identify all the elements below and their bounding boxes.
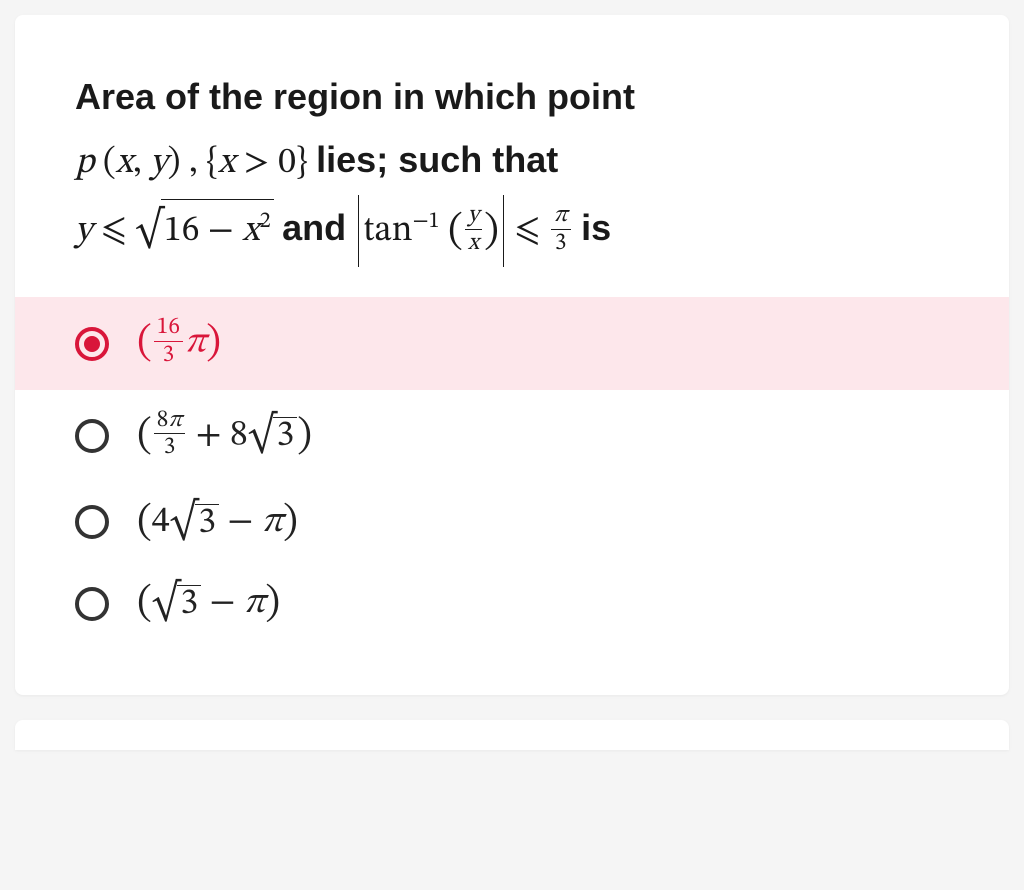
option-c[interactable]: (4√3 − π)	[15, 482, 1009, 563]
question-card: Area of the region in which point p (x, …	[15, 15, 1009, 695]
abs-bars: tan−1 (yx)	[358, 195, 504, 267]
option-a-math: (163π)	[137, 317, 221, 369]
option-d[interactable]: (√3 − π)	[15, 563, 1009, 644]
text-lies: lies; such that	[316, 139, 558, 180]
math-arctan: tan−1 (yx) ⩽ π 3	[356, 213, 581, 249]
question-stem: Area of the region in which point p (x, …	[15, 15, 1009, 297]
math-condition-y: y ⩽ √ 16 − x2	[75, 213, 282, 249]
frac-y-over-x: yx	[465, 203, 482, 255]
option-c-math: (4√3 − π)	[137, 502, 298, 543]
options-group: (163π) (8π3 + 8√3) (4√3 − π) (√3 − π)	[15, 297, 1009, 694]
math-xy: (x, y)	[103, 145, 181, 181]
option-b-math: (8π3 + 8√3)	[137, 410, 312, 462]
text-and: and	[282, 207, 356, 248]
question-text-line1: Area of the region in which point	[75, 76, 635, 117]
radio-icon	[75, 505, 109, 539]
next-card-peek	[15, 720, 1009, 750]
frac-pi-over-3: π 3	[551, 203, 571, 255]
option-a[interactable]: (163π)	[15, 297, 1009, 389]
radio-icon	[75, 587, 109, 621]
text-is: is	[581, 207, 611, 248]
option-d-math: (√3 − π)	[137, 583, 280, 624]
radio-selected-icon	[75, 327, 109, 361]
math-point: p (x, y) , {x > 0}	[75, 145, 316, 181]
option-b[interactable]: (8π3 + 8√3)	[15, 390, 1009, 482]
sqrt-16-minus-x2: √ 16 − x2	[135, 199, 273, 263]
radio-icon	[75, 419, 109, 453]
